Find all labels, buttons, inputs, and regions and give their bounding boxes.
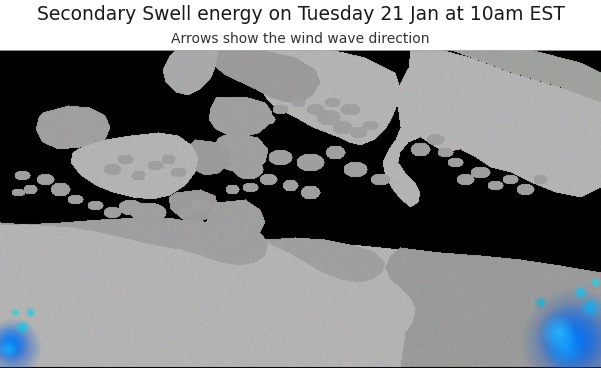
- Text: Secondary Swell energy on Tuesday 21 Jan at 10am EST: Secondary Swell energy on Tuesday 21 Jan…: [37, 4, 564, 24]
- Text: Arrows show the wind wave direction: Arrows show the wind wave direction: [171, 32, 430, 46]
